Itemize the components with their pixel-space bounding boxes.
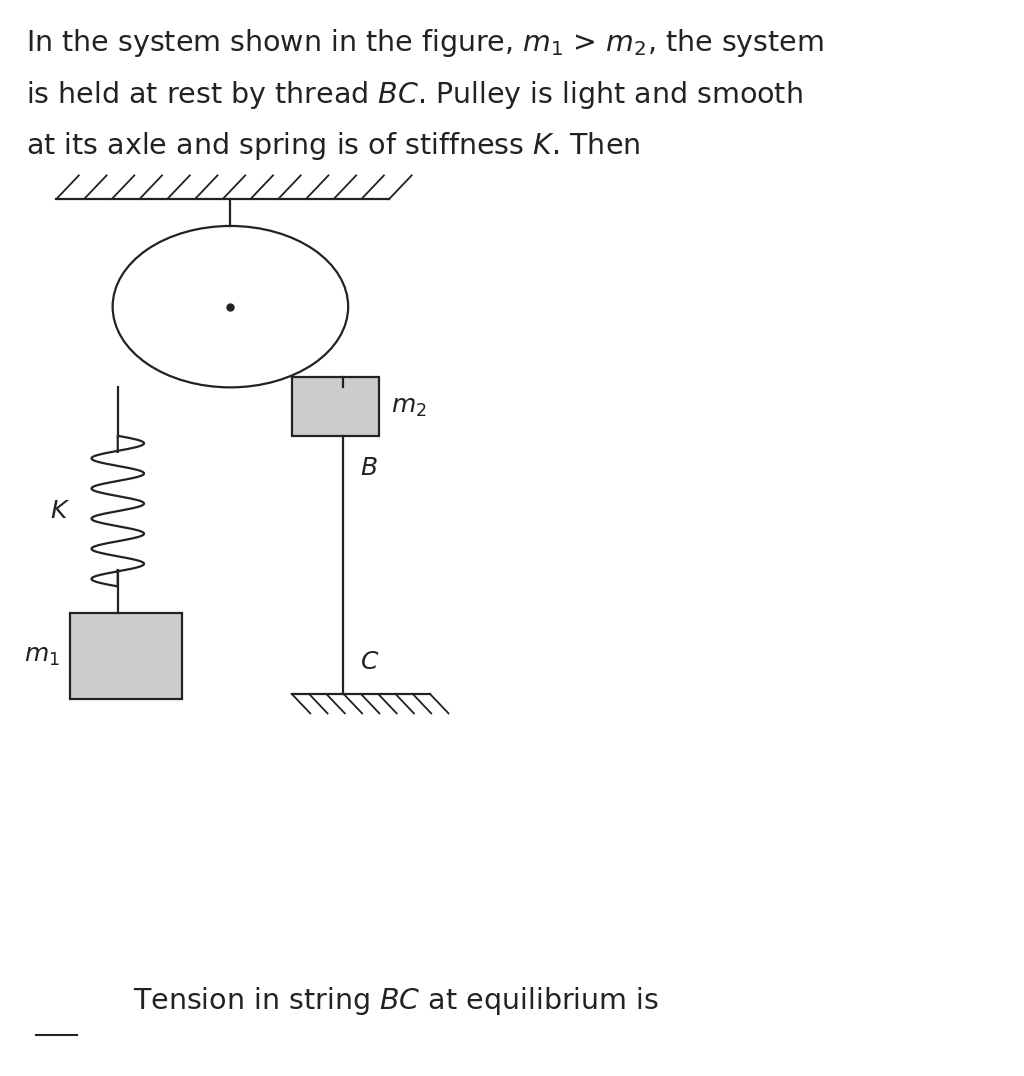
Bar <box>70 613 182 699</box>
Text: In the system shown in the figure, $m_1$ > $m_2$, the system: In the system shown in the figure, $m_1$… <box>26 27 823 59</box>
Text: $C$: $C$ <box>360 650 380 674</box>
Text: at its axle and spring is of stiffness $K$. Then: at its axle and spring is of stiffness $… <box>26 130 640 162</box>
Text: $B$: $B$ <box>360 456 378 480</box>
Text: Tension in string $BC$ at equilibrium is: Tension in string $BC$ at equilibrium is <box>133 985 659 1017</box>
Text: $m_2$: $m_2$ <box>391 395 427 419</box>
Bar <box>292 377 379 436</box>
Text: $m_1$: $m_1$ <box>24 645 59 668</box>
Text: is held at rest by thread $BC$. Pulley is light and smooth: is held at rest by thread $BC$. Pulley i… <box>26 79 803 111</box>
Text: $K$: $K$ <box>49 499 70 523</box>
